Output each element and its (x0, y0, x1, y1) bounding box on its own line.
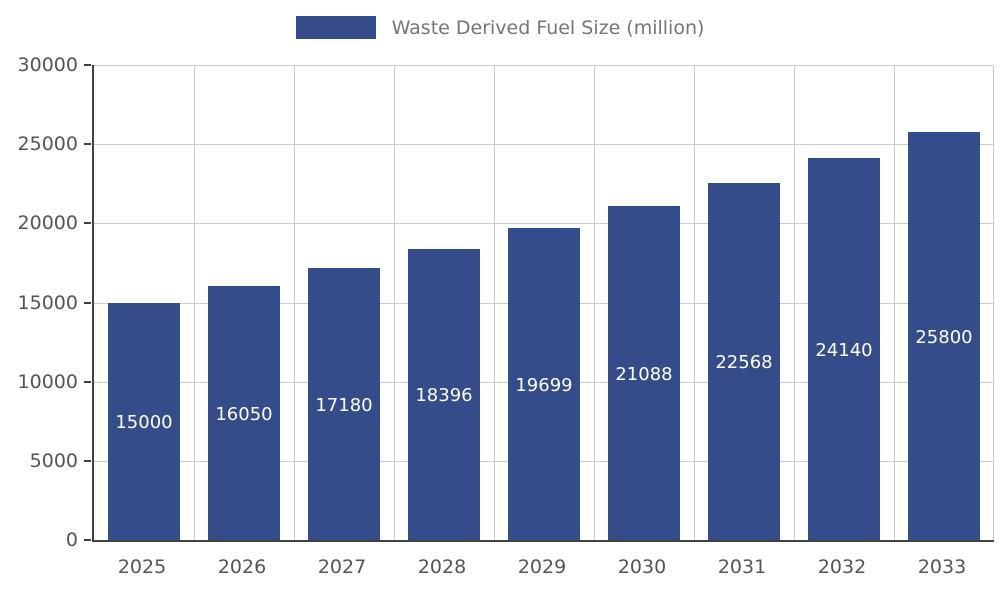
x-axis-tick-label: 2032 (817, 556, 867, 578)
bar-value-label: 24140 (815, 339, 873, 361)
bar-value-label: 19699 (515, 375, 573, 397)
x-axis-tick-label: 2027 (317, 556, 367, 578)
gridline-vertical (794, 65, 795, 540)
y-axis-tick-label: 10000 (17, 370, 78, 393)
y-axis-tick-label: 20000 (17, 212, 78, 235)
gridline-vertical (894, 65, 895, 540)
y-axis-tick (84, 301, 91, 304)
bar-value-label: 25800 (915, 326, 973, 348)
legend: Waste Derived Fuel Size (million) (0, 16, 1000, 39)
gridline-vertical (694, 65, 695, 540)
y-axis-tick (84, 380, 91, 383)
gridline-horizontal (94, 144, 994, 146)
gridline-vertical (494, 65, 495, 540)
y-axis-tick (84, 64, 91, 66)
plot-area: 15000 16050 17180 18396 19699 21088 22568 24140… (92, 65, 994, 542)
y-axis-tick-label: 15000 (17, 291, 78, 314)
legend-label: Waste Derived Fuel Size (million) (391, 16, 705, 39)
bar: 24140 (808, 157, 880, 540)
bar: 22568 (708, 182, 780, 540)
bar-value-label: 16050 (215, 403, 273, 425)
y-axis-tick (84, 222, 91, 225)
y-axis-tick (84, 539, 91, 541)
bar-value-label: 22568 (715, 352, 773, 374)
bar: 15000 (108, 302, 180, 540)
gridline-vertical (294, 65, 295, 540)
gridline-vertical (993, 65, 994, 540)
bar: 17180 (308, 267, 380, 540)
bar-value-label: 18396 (415, 385, 473, 407)
gridline-horizontal (94, 65, 994, 66)
bar: 21088 (608, 206, 680, 540)
x-axis-tick-label: 2033 (917, 556, 967, 578)
legend-swatch (295, 16, 376, 39)
bar: 16050 (208, 285, 280, 540)
bar-value-label: 15000 (115, 412, 173, 434)
y-axis-tick (84, 143, 91, 146)
bar: 25800 (908, 131, 980, 540)
bar-value-label: 21088 (615, 364, 673, 386)
x-axis-tick-label: 2030 (617, 556, 667, 578)
y-axis-tick-label: 0 (65, 529, 78, 551)
bar: 19699 (508, 228, 580, 540)
y-axis-tick-label: 5000 (29, 449, 78, 472)
y-axis-tick (84, 459, 91, 462)
bar-value-label: 17180 (315, 395, 373, 416)
x-axis-tick-label: 2029 (517, 556, 567, 578)
gridline-vertical (394, 65, 395, 540)
gridline-vertical (594, 65, 595, 540)
y-axis-tick-label: 25000 (17, 133, 78, 156)
x-axis-tick-label: 2025 (117, 556, 167, 578)
bar: 18396 (408, 248, 480, 540)
x-axis-tick-label: 2028 (417, 556, 467, 578)
gridline-vertical (194, 65, 195, 540)
y-axis-tick-label: 30000 (17, 54, 78, 76)
x-axis-tick-label: 2031 (717, 556, 767, 578)
gridline-horizontal (94, 223, 994, 225)
x-axis-tick-label: 2026 (217, 556, 267, 578)
